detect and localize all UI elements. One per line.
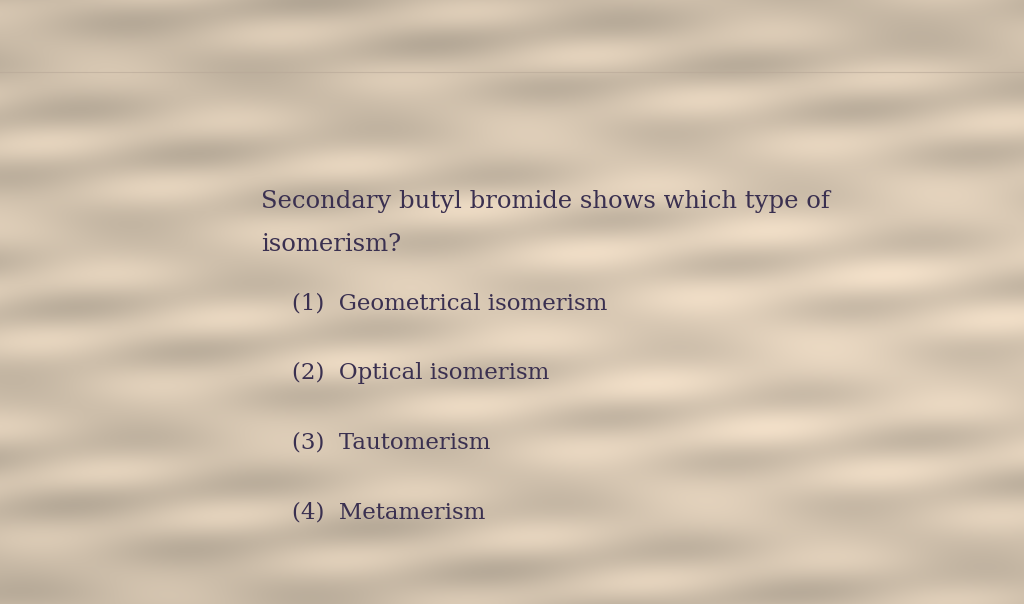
Text: (1)  Geometrical isomerism: (1) Geometrical isomerism	[292, 293, 607, 315]
Text: (2)  Optical isomerism: (2) Optical isomerism	[292, 362, 549, 385]
Text: (4)  Metamerism: (4) Metamerism	[292, 501, 485, 523]
Text: (3)  Tautomerism: (3) Tautomerism	[292, 432, 490, 454]
Text: isomerism?: isomerism?	[261, 233, 401, 255]
Text: Secondary butyl bromide shows which type of: Secondary butyl bromide shows which type…	[261, 190, 829, 213]
